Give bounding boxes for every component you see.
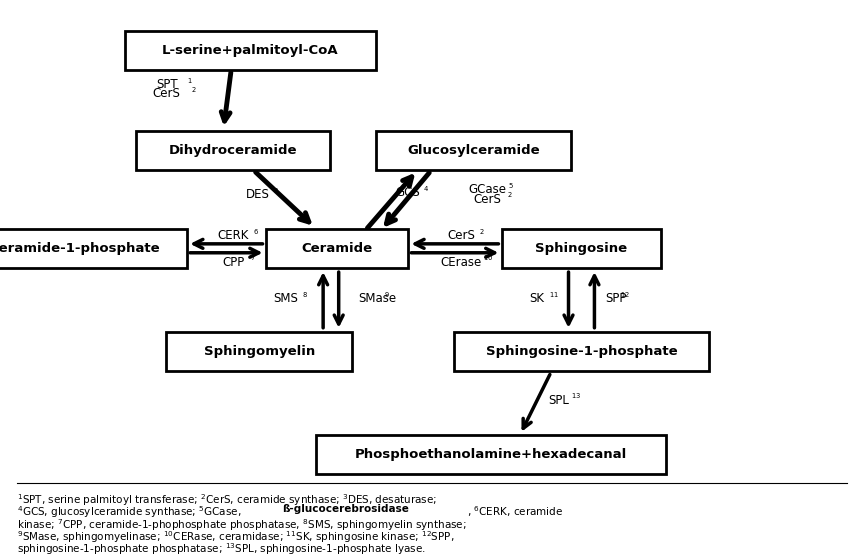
Text: CERK: CERK [218,229,249,242]
Text: Sphingomyelin: Sphingomyelin [204,345,314,358]
Text: Sphingosine-1-phosphate: Sphingosine-1-phosphate [486,345,677,358]
Text: $^6$: $^6$ [253,229,258,239]
FancyBboxPatch shape [501,229,662,268]
FancyBboxPatch shape [454,332,708,371]
Text: $^1$SPT, serine palmitoyl transferase; $^2$CerS, ceramide synthase; $^3$DES, des: $^1$SPT, serine palmitoyl transferase; $… [17,492,437,508]
Text: Ceramide-1-phosphate: Ceramide-1-phosphate [0,242,161,255]
Text: $^{11}$: $^{11}$ [549,292,559,302]
Text: L-serine+palmitoyl-CoA: L-serine+palmitoyl-CoA [162,44,339,57]
Text: Sphingosine: Sphingosine [536,242,627,255]
Text: $^9$SMase, sphingomyelinase; $^{10}$CERase, ceramidase; $^{11}$SK, sphingosine k: $^9$SMase, sphingomyelinase; $^{10}$CERa… [17,529,454,545]
Text: $^8$: $^8$ [302,292,308,302]
Text: Ceramide: Ceramide [302,242,372,255]
Text: $^4$GCS, glucosylceramide synthase; $^5$GCase,: $^4$GCS, glucosylceramide synthase; $^5$… [17,504,243,520]
FancyBboxPatch shape [377,131,570,170]
Text: CerS: CerS [153,87,181,100]
Text: $^{10}$: $^{10}$ [483,256,493,266]
Text: SPL: SPL [549,393,569,407]
Text: $^{13}$: $^{13}$ [571,393,581,403]
Text: SPP: SPP [605,292,626,305]
Text: $^7$: $^7$ [251,256,256,266]
FancyBboxPatch shape [137,131,331,170]
FancyBboxPatch shape [166,332,353,371]
Text: CPP: CPP [222,256,245,269]
Text: $^2$: $^2$ [191,87,196,97]
Text: CErase: CErase [441,256,482,269]
FancyBboxPatch shape [125,31,376,70]
FancyBboxPatch shape [315,435,665,474]
Text: SPT: SPT [156,78,178,92]
Text: $^3$: $^3$ [273,188,278,198]
Text: GCS: GCS [396,186,420,199]
Text: Glucosylceramide: Glucosylceramide [407,144,540,157]
Text: Dihydroceramide: Dihydroceramide [169,144,297,157]
Text: kinase; $^7$CPP, ceramide-1-phophosphate phosphatase, $^8$SMS, sphingomyelin syn: kinase; $^7$CPP, ceramide-1-phophosphate… [17,517,467,532]
Text: $^9$: $^9$ [384,292,391,302]
Text: $^5$: $^5$ [508,183,513,193]
Text: DES: DES [245,188,270,201]
FancyBboxPatch shape [0,229,187,268]
Text: $^2$: $^2$ [480,229,485,239]
FancyBboxPatch shape [266,229,408,268]
Text: sphingosine-1-phosphate phosphatase; $^{13}$SPL, sphingosine-1-phosphate lyase.: sphingosine-1-phosphate phosphatase; $^{… [17,541,426,557]
Text: $^{12}$: $^{12}$ [620,292,631,302]
Text: $^1$: $^1$ [187,78,193,88]
Text: GCase: GCase [468,183,506,196]
Text: SMS: SMS [273,292,298,305]
Text: SK: SK [530,292,544,305]
Text: $^2$: $^2$ [507,193,512,203]
Text: ß-glucocerebrosidase: ß-glucocerebrosidase [282,504,409,514]
Text: CerS: CerS [448,229,475,242]
Text: , $^6$CERK, ceramide: , $^6$CERK, ceramide [467,504,562,519]
Text: $^4$: $^4$ [422,186,429,196]
Text: CerS: CerS [473,193,501,206]
Text: Phosphoethanolamine+hexadecanal: Phosphoethanolamine+hexadecanal [354,448,627,461]
Text: SMase: SMase [359,292,397,305]
